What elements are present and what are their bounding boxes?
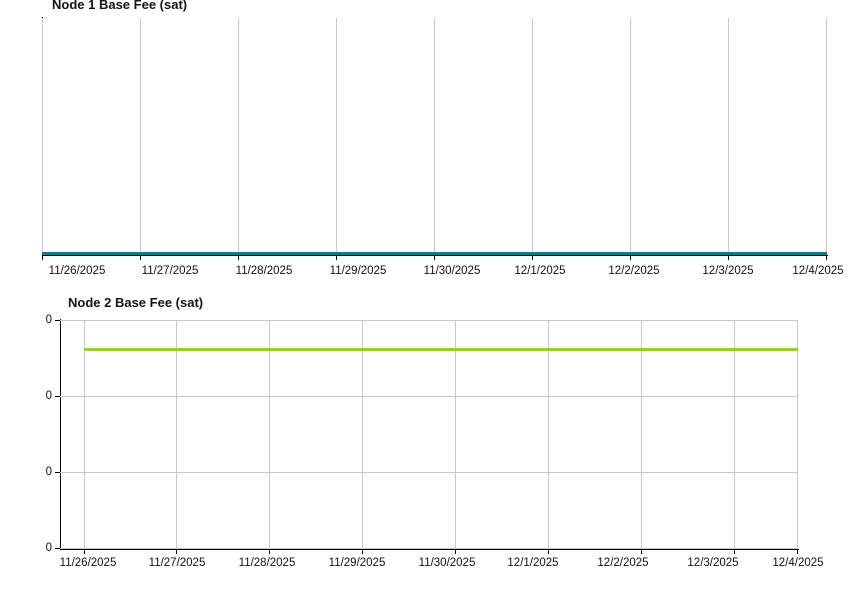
x-tick-mark [238, 255, 239, 260]
x-tick-mark [140, 255, 141, 260]
chart-node-1-base-fee: Node 1 Base Fee (sat) 11/26/2025 11/27/2… [0, 0, 860, 292]
x-tick-label: 11/29/2025 [328, 557, 386, 569]
x-tick-label: 12/4/2025 [792, 265, 844, 277]
x-tick-mark [269, 549, 270, 554]
gridline-v [42, 18, 43, 254]
y-tick-label: 0 [45, 390, 52, 402]
x-tick-mark [797, 549, 798, 554]
y-tick-label: 0 [45, 542, 52, 554]
x-tick-mark [641, 549, 642, 554]
x-tick-mark [728, 255, 729, 260]
gridline-v [140, 18, 141, 254]
x-tick-mark [434, 255, 435, 260]
gridline-h [60, 396, 798, 397]
x-tick-label: 12/3/2025 [702, 265, 754, 277]
x-tick-mark [362, 549, 363, 554]
gridline-v [176, 320, 177, 548]
plot-area-top [42, 18, 827, 255]
gridline-v [362, 320, 363, 548]
gridline-h [60, 320, 798, 321]
gridline-v [269, 320, 270, 548]
x-axis-line-bottom [60, 549, 799, 550]
series-line-node-2 [84, 348, 798, 351]
gridline-v [532, 18, 533, 254]
y-tick-mark [55, 472, 60, 473]
chart-title-node-2: Node 2 Base Fee (sat) [68, 295, 204, 310]
y-tick-label: 0 [45, 314, 52, 326]
y-tick-mark [55, 396, 60, 397]
gridline-v [336, 18, 337, 254]
gridline-v [797, 320, 798, 548]
x-tick-mark [455, 549, 456, 554]
chart-node-2-base-fee: Node 2 Base Fee (sat) 0 0 0 0 11/2 [0, 292, 860, 600]
gridline-v [548, 320, 549, 548]
gridline-v [434, 18, 435, 254]
x-tick-label: 11/28/2025 [235, 265, 293, 277]
x-tick-label: 11/26/2025 [59, 557, 117, 569]
x-tick-label: 11/28/2025 [238, 557, 296, 569]
chart-title-node-1: Node 1 Base Fee (sat) [52, 0, 188, 12]
x-tick-mark [42, 255, 43, 260]
x-tick-mark [84, 549, 85, 554]
x-tick-label: 12/1/2025 [514, 265, 566, 277]
x-tick-label: 12/3/2025 [687, 557, 739, 569]
x-tick-label: 12/2/2025 [608, 265, 660, 277]
x-tick-mark [826, 255, 827, 260]
x-tick-mark [630, 255, 631, 260]
x-tick-label: 11/27/2025 [148, 557, 206, 569]
gridline-v [826, 18, 827, 254]
x-tick-label: 12/1/2025 [507, 557, 559, 569]
x-tick-label: 11/30/2025 [423, 265, 481, 277]
x-tick-label: 12/4/2025 [772, 557, 824, 569]
x-tick-label: 11/27/2025 [141, 265, 199, 277]
x-tick-mark [176, 549, 177, 554]
gridline-v [630, 18, 631, 254]
gridline-h [60, 472, 798, 473]
series-line-node-1 [42, 252, 827, 255]
x-tick-label: 11/26/2025 [48, 265, 106, 277]
x-tick-mark [336, 255, 337, 260]
gridline-v [84, 320, 85, 548]
y-tick-mark [55, 548, 60, 549]
x-tick-mark [548, 549, 549, 554]
gridline-v [734, 320, 735, 548]
x-tick-label: 11/29/2025 [329, 265, 387, 277]
gridline-v [728, 18, 729, 254]
x-tick-mark [532, 255, 533, 260]
x-axis-line-top [42, 255, 828, 256]
x-tick-label: 11/30/2025 [418, 557, 476, 569]
gridline-v [455, 320, 456, 548]
y-axis-line-bottom [60, 319, 61, 549]
gridline-h [60, 548, 798, 549]
gridline-v [641, 320, 642, 548]
gridline-v [238, 18, 239, 254]
y-tick-mark [55, 320, 60, 321]
plot-area-bottom [60, 320, 798, 549]
x-tick-mark [734, 549, 735, 554]
x-tick-label: 12/2/2025 [597, 557, 649, 569]
y-tick-label: 0 [45, 466, 52, 478]
